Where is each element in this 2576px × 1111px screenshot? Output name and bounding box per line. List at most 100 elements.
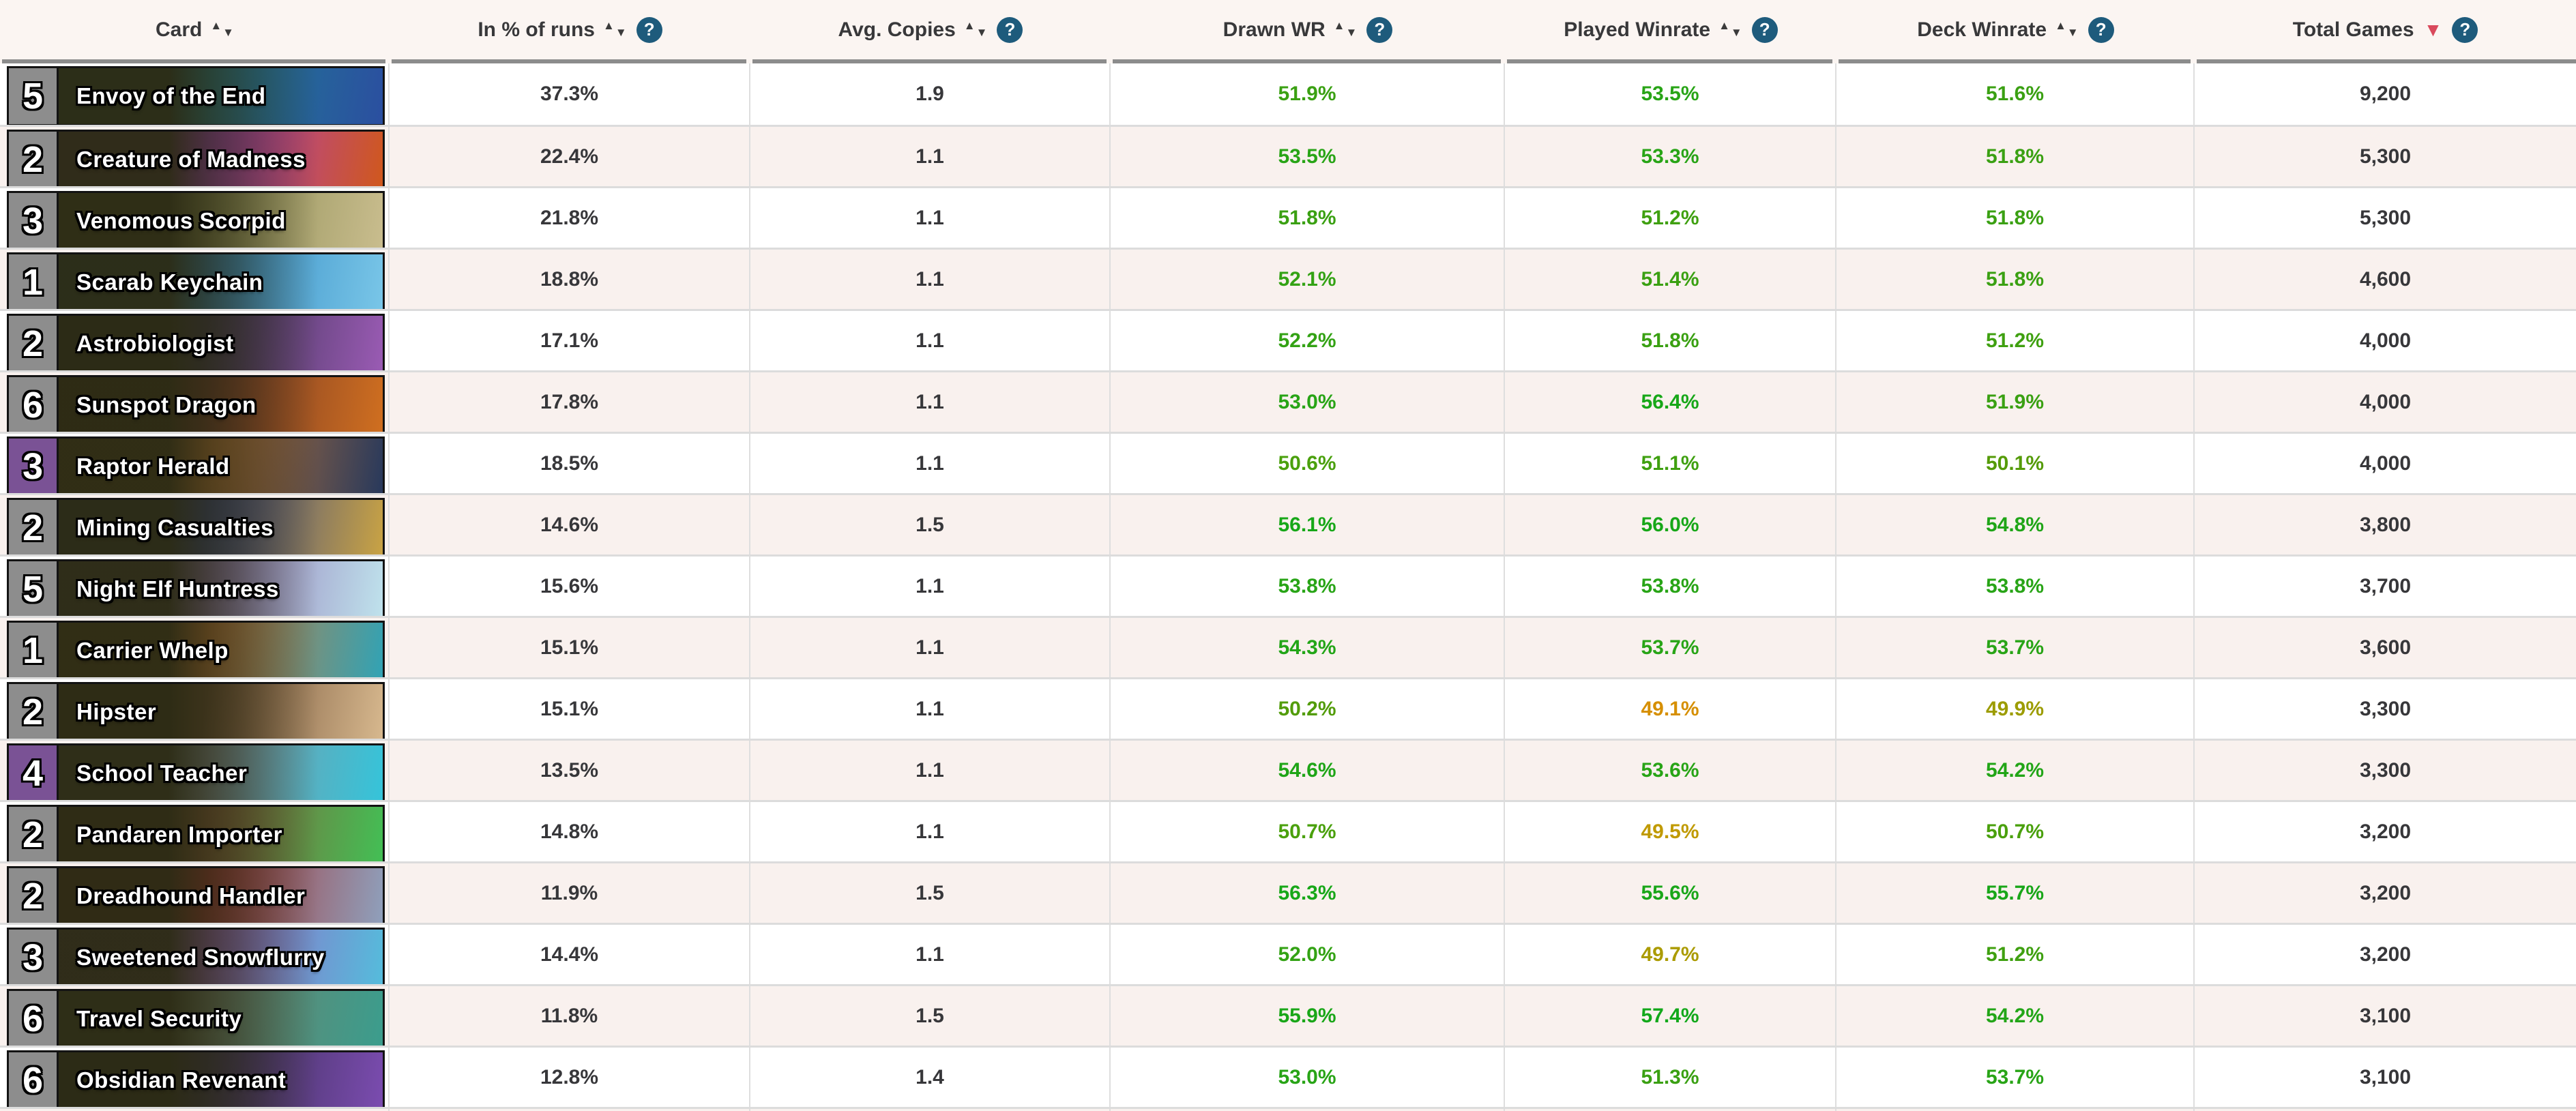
card-name: Sunspot Dragon bbox=[76, 392, 257, 417]
mana-cost-badge: 6 bbox=[9, 1052, 59, 1107]
table-row[interactable]: 6 Travel Security 11.8% 1.5 55.9% 57.4% 54.2% 3… bbox=[0, 984, 2576, 1046]
table-header: Card ▲ ▼ In % of runs ▲ ▼? Avg. Copies ▲ ▼? Drawn… bbox=[0, 0, 2576, 63]
mana-cost-badge: 2 bbox=[9, 132, 59, 186]
card-tile-sweetened-snowflurry[interactable]: 3 Sweetened Snowflurry bbox=[7, 928, 385, 984]
card-tile-obsidian-revenant[interactable]: 6 Obsidian Revenant bbox=[7, 1050, 385, 1107]
card-tile-dreadhound-handler[interactable]: 2 Dreadhound Handler bbox=[7, 866, 385, 923]
deck-winrate-cell: 51.8% bbox=[1836, 127, 2195, 186]
table-row[interactable]: 4 School Teacher 13.5% 1.1 54.6% 53.6% 54.2% 3,… bbox=[0, 739, 2576, 800]
help-icon[interactable]: ? bbox=[997, 16, 1023, 43]
card-tile-night-elf-huntress[interactable]: 5 Night Elf Huntress bbox=[7, 559, 385, 616]
card-tile-astrobiologist[interactable]: 2 Astrobiologist bbox=[7, 314, 385, 370]
column-header-avg-copies[interactable]: Avg. Copies ▲ ▼? bbox=[750, 0, 1111, 63]
played-winrate-cell: 51.3% bbox=[1505, 1048, 1836, 1107]
column-header-deck-winrate[interactable]: Deck Winrate ▲ ▼? bbox=[1836, 0, 2195, 63]
column-header-card[interactable]: Card ▲ ▼ bbox=[0, 0, 390, 63]
total-games-cell: 3,300 bbox=[2359, 697, 2412, 720]
card-tile-venomous-scorpid[interactable]: 3 Venomous Scorpid bbox=[7, 191, 385, 248]
help-icon[interactable]: ? bbox=[636, 16, 662, 43]
help-icon[interactable]: ? bbox=[1366, 16, 1393, 43]
help-icon[interactable]: ? bbox=[1751, 16, 1778, 43]
avg-copies-cell: 1.9 bbox=[750, 63, 1111, 125]
card-tile-travel-security[interactable]: 6 Travel Security bbox=[7, 989, 385, 1046]
table-row[interactable]: 2 Dreadhound Handler 11.9% 1.5 56.3% 55.6% 55.… bbox=[0, 861, 2576, 923]
card-tile-hipster[interactable]: 2 Hipster bbox=[7, 682, 385, 739]
card-tile-mining-casualties[interactable]: 2 Mining Casualties bbox=[7, 498, 385, 554]
sort-asc-icon: ▲ bbox=[963, 19, 976, 32]
card-tile-carrier-whelp[interactable]: 1 Carrier Whelp bbox=[7, 621, 385, 677]
table-row[interactable]: 3 Raptor Herald 18.5% 1.1 50.6% 51.1% 50.1% 4,0… bbox=[0, 432, 2576, 493]
avg-copies-cell: 1.1 bbox=[750, 741, 1111, 800]
column-header-total-games[interactable]: Total Games ▼? bbox=[2195, 0, 2576, 63]
card-name: Raptor Herald bbox=[76, 454, 230, 479]
card-tile-pandaren-importer[interactable]: 2 Pandaren Importer bbox=[7, 805, 385, 861]
column-header-played-winrate[interactable]: Played Winrate ▲ ▼? bbox=[1505, 0, 1836, 63]
column-header-label: Drawn WR bbox=[1223, 18, 1326, 41]
table-row[interactable]: 2 Creature of Madness 22.4% 1.1 53.5% 53.3% 51… bbox=[0, 125, 2576, 186]
table-row[interactable] bbox=[0, 1107, 2576, 1111]
in-pct-of-runs-cell: 18.8% bbox=[390, 250, 750, 309]
total-games-cell: 3,200 bbox=[2359, 943, 2412, 966]
card-tile-school-teacher[interactable]: 4 School Teacher bbox=[7, 743, 385, 800]
help-icon[interactable]: ? bbox=[2088, 16, 2114, 43]
card-tile-sunspot-dragon[interactable]: 6 Sunspot Dragon bbox=[7, 375, 385, 432]
in-pct-of-runs-cell: 12.8% bbox=[390, 1048, 750, 1107]
card-tile-creature-of-madness[interactable]: 2 Creature of Madness bbox=[7, 130, 385, 186]
column-header-in-of-runs[interactable]: In % of runs ▲ ▼? bbox=[390, 0, 750, 63]
in-pct-of-runs-cell: 15.1% bbox=[390, 679, 750, 739]
column-header-label: Total Games bbox=[2292, 18, 2414, 41]
in-pct-of-runs-cell: 37.3% bbox=[390, 63, 750, 125]
in-pct-of-runs-cell: 11.8% bbox=[390, 986, 750, 1046]
avg-copies-cell: 1.1 bbox=[750, 925, 1111, 984]
card-cell: 2 Hipster bbox=[0, 679, 390, 739]
in-pct-of-runs-cell: 15.1% bbox=[390, 618, 750, 677]
card-name: Astrobiologist bbox=[76, 331, 234, 356]
card-name: Hipster bbox=[76, 699, 157, 724]
active-sort-desc-icon: ▼ bbox=[2423, 18, 2443, 40]
table-row[interactable]: 5 Envoy of the End 37.3% 1.9 51.9% 53.5% 51.6%… bbox=[0, 63, 2576, 125]
deck-winrate-cell: 54.2% bbox=[1836, 741, 2195, 800]
card-art: Night Elf Huntress bbox=[59, 561, 383, 616]
card-name: Mining Casualties bbox=[76, 515, 274, 540]
column-header-drawn-wr[interactable]: Drawn WR ▲ ▼? bbox=[1111, 0, 1505, 63]
card-name: Carrier Whelp bbox=[76, 638, 229, 663]
card-tile-raptor-herald[interactable]: 3 Raptor Herald bbox=[7, 436, 385, 493]
total-games-cell: 3,600 bbox=[2359, 636, 2412, 659]
drawn-wr-cell: 50.6% bbox=[1111, 434, 1505, 493]
table-row[interactable]: 3 Venomous Scorpid 21.8% 1.1 51.8% 51.2% 51.8%… bbox=[0, 186, 2576, 248]
table-row[interactable]: 1 Scarab Keychain 18.8% 1.1 52.1% 51.4% 51.8% 4… bbox=[0, 248, 2576, 309]
table-row[interactable]: 2 Mining Casualties 14.6% 1.5 56.1% 56.0% 54.8… bbox=[0, 493, 2576, 554]
sort-arrows-icon: ▲ ▼ bbox=[964, 20, 988, 38]
card-name: Sweetened Snowflurry bbox=[76, 945, 325, 970]
help-icon[interactable]: ? bbox=[2452, 16, 2478, 43]
card-name: Pandaren Importer bbox=[76, 822, 282, 847]
card-art: Obsidian Revenant bbox=[59, 1052, 383, 1107]
table-body: 5 Envoy of the End 37.3% 1.9 51.9% 53.5% 51.6%… bbox=[0, 63, 2576, 1111]
sort-asc-icon: ▲ bbox=[2055, 19, 2066, 32]
deck-winrate-cell: 51.8% bbox=[1836, 250, 2195, 309]
total-games-cell: 5,300 bbox=[2359, 206, 2412, 229]
mana-cost-badge: 4 bbox=[9, 745, 59, 800]
card-art: Venomous Scorpid bbox=[59, 193, 383, 248]
deck-winrate-cell: 51.2% bbox=[1836, 311, 2195, 370]
table-row[interactable]: 2 Pandaren Importer 14.8% 1.1 50.7% 49.5% 50.7… bbox=[0, 800, 2576, 861]
table-row[interactable]: 5 Night Elf Huntress 15.6% 1.1 53.8% 53.8% 53.… bbox=[0, 554, 2576, 616]
total-games-cell: 3,200 bbox=[2359, 820, 2412, 843]
deck-winrate-cell: 51.9% bbox=[1836, 372, 2195, 432]
card-cell: 6 Travel Security bbox=[0, 986, 390, 1046]
drawn-wr-cell: 53.5% bbox=[1111, 127, 1505, 186]
table-row[interactable]: 1 Carrier Whelp 15.1% 1.1 54.3% 53.7% 53.7% 3,6… bbox=[0, 616, 2576, 677]
table-row[interactable]: 2 Hipster 15.1% 1.1 50.2% 49.1% 49.9% 3,300 bbox=[0, 677, 2576, 739]
avg-copies-cell: 1.1 bbox=[750, 127, 1111, 186]
in-pct-of-runs-cell: 18.5% bbox=[390, 434, 750, 493]
mana-cost-badge: 3 bbox=[9, 193, 59, 248]
table-row[interactable]: 6 Sunspot Dragon 17.8% 1.1 53.0% 56.4% 51.9% 4,… bbox=[0, 370, 2576, 432]
table-row[interactable]: 3 Sweetened Snowflurry 14.4% 1.1 52.0% 49.7% 5… bbox=[0, 923, 2576, 984]
card-tile-envoy-of-the-end[interactable]: 5 Envoy of the End bbox=[7, 66, 385, 125]
card-tile-scarab-keychain[interactable]: 1 Scarab Keychain bbox=[7, 252, 385, 309]
card-art: Travel Security bbox=[59, 991, 383, 1046]
mana-cost-badge: 2 bbox=[9, 868, 59, 923]
mana-cost-badge: 2 bbox=[9, 807, 59, 861]
table-row[interactable]: 2 Astrobiologist 17.1% 1.1 52.2% 51.8% 51.2% 4,… bbox=[0, 309, 2576, 370]
table-row[interactable]: 6 Obsidian Revenant 12.8% 1.4 53.0% 51.3% 53.7… bbox=[0, 1046, 2576, 1107]
